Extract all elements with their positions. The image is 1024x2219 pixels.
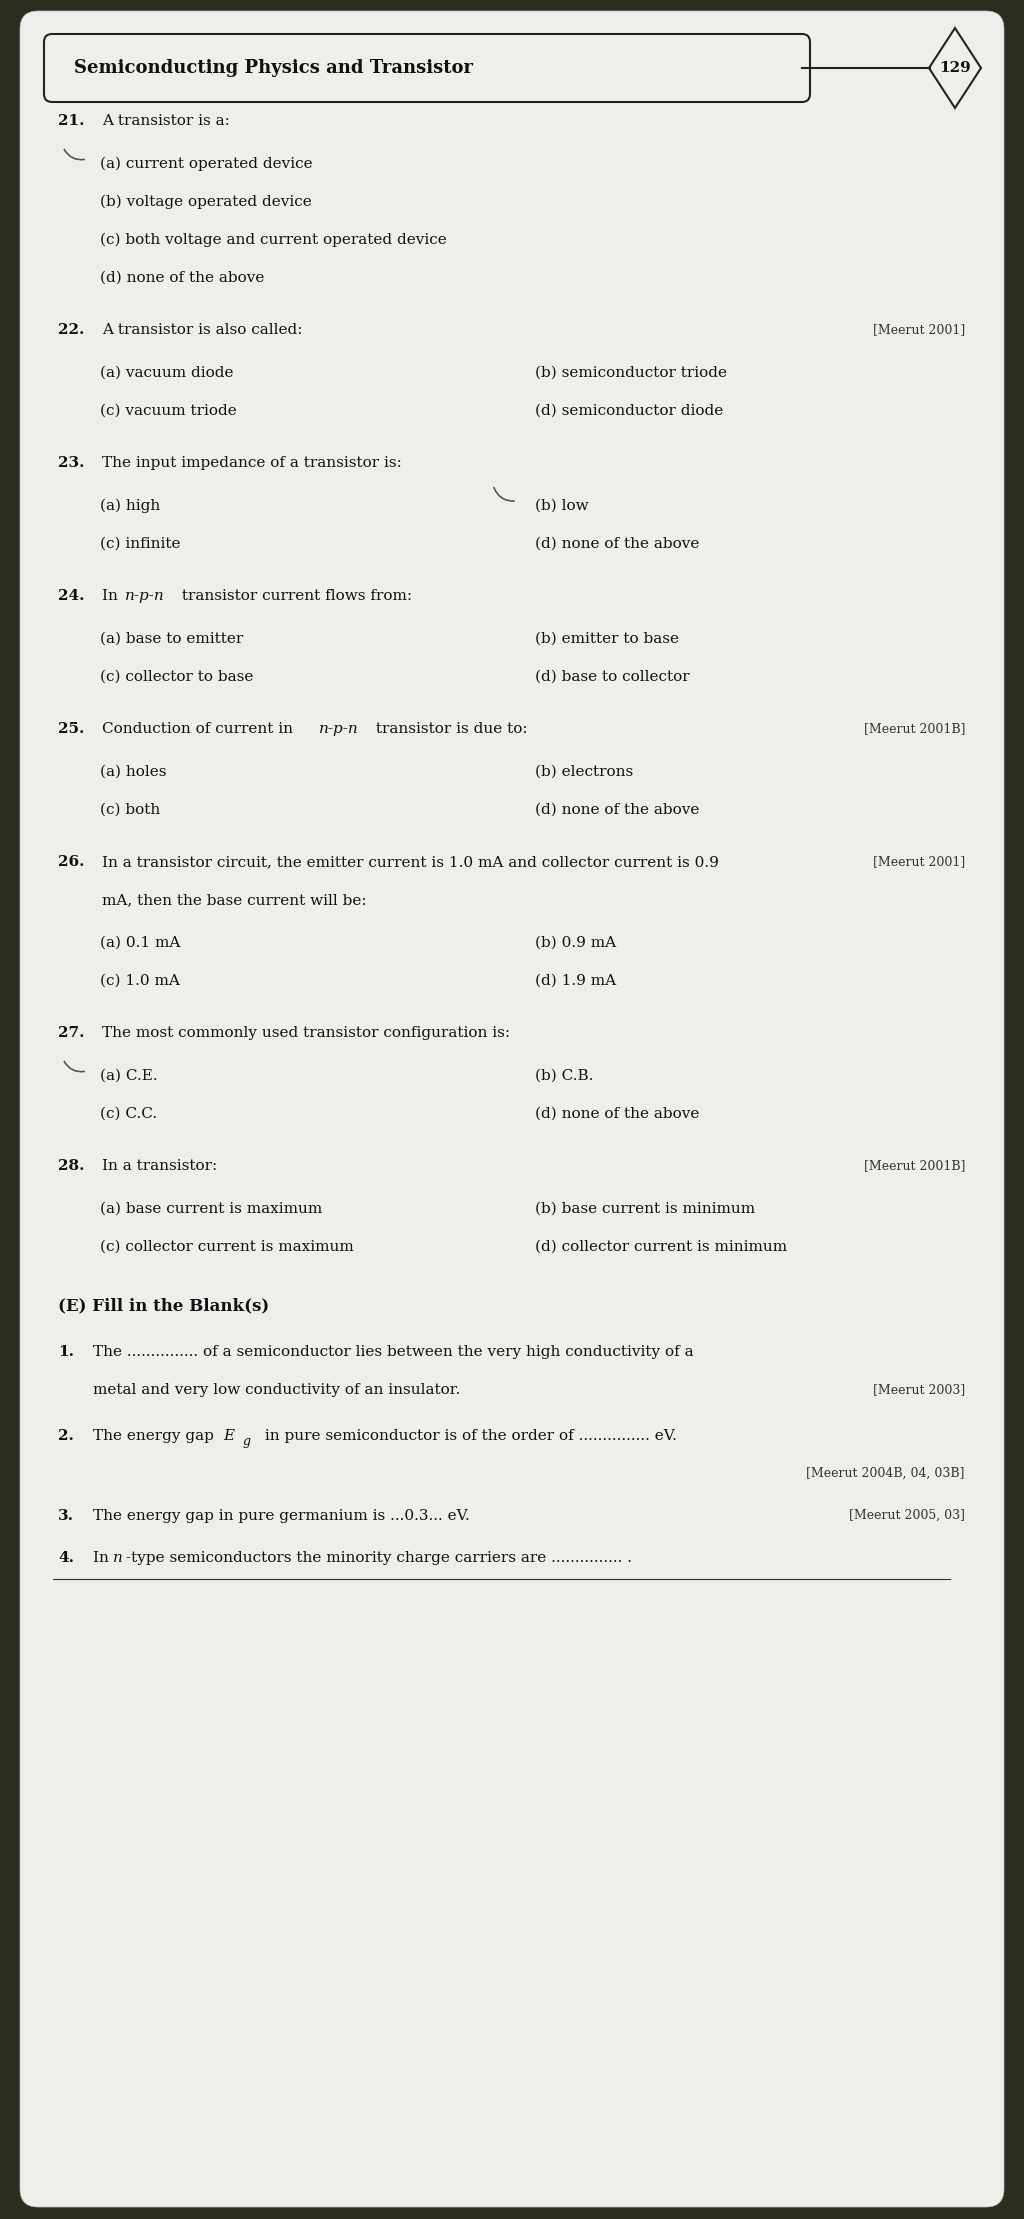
Text: (b) semiconductor triode: (b) semiconductor triode [535, 366, 727, 379]
Text: In: In [93, 1551, 114, 1564]
Text: A transistor is also called:: A transistor is also called: [102, 324, 302, 337]
Text: (a) 0.1 mA: (a) 0.1 mA [100, 936, 180, 950]
Text: The energy gap: The energy gap [93, 1429, 219, 1442]
Text: 1.: 1. [58, 1345, 74, 1358]
Text: (b) electrons: (b) electrons [535, 766, 633, 779]
Text: (a) high: (a) high [100, 499, 160, 513]
Text: transistor is due to:: transistor is due to: [371, 721, 527, 737]
Text: (d) none of the above: (d) none of the above [535, 1107, 699, 1121]
Text: [Meerut 2003]: [Meerut 2003] [872, 1382, 965, 1396]
Text: 24.: 24. [58, 588, 85, 604]
Text: 21.: 21. [58, 113, 85, 129]
Text: 129: 129 [939, 60, 971, 75]
Text: 25.: 25. [58, 721, 84, 737]
Text: E: E [223, 1429, 234, 1442]
Text: Semiconducting Physics and Transistor: Semiconducting Physics and Transistor [74, 60, 473, 78]
Text: (c) both voltage and current operated device: (c) both voltage and current operated de… [100, 233, 446, 246]
Text: The energy gap in pure germanium is ...0.3... eV.: The energy gap in pure germanium is ...0… [93, 1509, 470, 1522]
Text: 2.: 2. [58, 1429, 74, 1442]
Text: (c) collector current is maximum: (c) collector current is maximum [100, 1240, 353, 1254]
Text: Conduction of current in: Conduction of current in [102, 721, 298, 737]
Text: 22.: 22. [58, 324, 84, 337]
Text: 23.: 23. [58, 455, 85, 470]
Text: [Meerut 2001]: [Meerut 2001] [872, 324, 965, 335]
Text: n: n [113, 1551, 123, 1564]
Text: (d) none of the above: (d) none of the above [100, 271, 264, 284]
Text: The ............... of a semiconductor lies between the very high conductivity o: The ............... of a semiconductor l… [93, 1345, 693, 1358]
Text: [Meerut 2001B]: [Meerut 2001B] [863, 1158, 965, 1172]
Text: (a) C.E.: (a) C.E. [100, 1070, 158, 1083]
Text: (E) Fill in the Blank(s): (E) Fill in the Blank(s) [58, 1296, 269, 1314]
Text: (d) base to collector: (d) base to collector [535, 670, 689, 683]
Text: (c) C.C.: (c) C.C. [100, 1107, 157, 1121]
Text: (c) 1.0 mA: (c) 1.0 mA [100, 974, 180, 987]
Text: [Meerut 2001B]: [Meerut 2001B] [863, 721, 965, 734]
Text: in pure semiconductor is of the order of ............... eV.: in pure semiconductor is of the order of… [260, 1429, 677, 1442]
Text: metal and very low conductivity of an insulator.: metal and very low conductivity of an in… [93, 1382, 460, 1398]
Text: (d) 1.9 mA: (d) 1.9 mA [535, 974, 616, 987]
Text: (d) none of the above: (d) none of the above [535, 537, 699, 550]
Text: (a) base to emitter: (a) base to emitter [100, 632, 244, 646]
Text: (b) low: (b) low [535, 499, 589, 513]
Text: (d) semiconductor diode: (d) semiconductor diode [535, 404, 723, 417]
Text: transistor current flows from:: transistor current flows from: [177, 588, 412, 604]
Text: (d) collector current is minimum: (d) collector current is minimum [535, 1240, 787, 1254]
Text: (b) 0.9 mA: (b) 0.9 mA [535, 936, 616, 950]
Text: In a transistor circuit, the emitter current is 1.0 mA and collector current is : In a transistor circuit, the emitter cur… [102, 854, 719, 870]
Text: (c) both: (c) both [100, 803, 160, 817]
Text: (b) base current is minimum: (b) base current is minimum [535, 1203, 755, 1216]
Text: mA, then the base current will be:: mA, then the base current will be: [102, 892, 367, 908]
Text: 26.: 26. [58, 854, 85, 870]
Text: (b) C.B.: (b) C.B. [535, 1070, 593, 1083]
Text: (c) vacuum triode: (c) vacuum triode [100, 404, 237, 417]
Text: (c) collector to base: (c) collector to base [100, 670, 253, 683]
Text: In: In [102, 588, 123, 604]
Text: (b) emitter to base: (b) emitter to base [535, 632, 679, 646]
Text: [Meerut 2001]: [Meerut 2001] [872, 854, 965, 868]
Text: (c) infinite: (c) infinite [100, 537, 180, 550]
Text: n-p-n: n-p-n [125, 588, 165, 604]
Text: g: g [243, 1436, 251, 1449]
FancyBboxPatch shape [20, 11, 1004, 2208]
Polygon shape [929, 29, 981, 109]
Text: (a) vacuum diode: (a) vacuum diode [100, 366, 233, 379]
Text: (a) current operated device: (a) current operated device [100, 158, 312, 171]
Text: 4.: 4. [58, 1551, 74, 1564]
Text: A transistor is a:: A transistor is a: [102, 113, 229, 129]
Text: In a transistor:: In a transistor: [102, 1158, 217, 1174]
Text: n-p-n: n-p-n [319, 721, 358, 737]
Text: 3.: 3. [58, 1509, 74, 1522]
Text: -type semiconductors the minority charge carriers are ............... .: -type semiconductors the minority charge… [126, 1551, 632, 1564]
Text: The input impedance of a transistor is:: The input impedance of a transistor is: [102, 455, 401, 470]
Text: (d) none of the above: (d) none of the above [535, 803, 699, 817]
FancyBboxPatch shape [44, 33, 810, 102]
Text: 28.: 28. [58, 1158, 85, 1174]
Text: (b) voltage operated device: (b) voltage operated device [100, 195, 311, 209]
Text: (a) base current is maximum: (a) base current is maximum [100, 1203, 323, 1216]
Text: The most commonly used transistor configuration is:: The most commonly used transistor config… [102, 1025, 510, 1041]
Text: [Meerut 2004B, 04, 03B]: [Meerut 2004B, 04, 03B] [807, 1467, 965, 1480]
Text: 27.: 27. [58, 1025, 85, 1041]
Text: [Meerut 2005, 03]: [Meerut 2005, 03] [849, 1509, 965, 1522]
Text: (a) holes: (a) holes [100, 766, 167, 779]
